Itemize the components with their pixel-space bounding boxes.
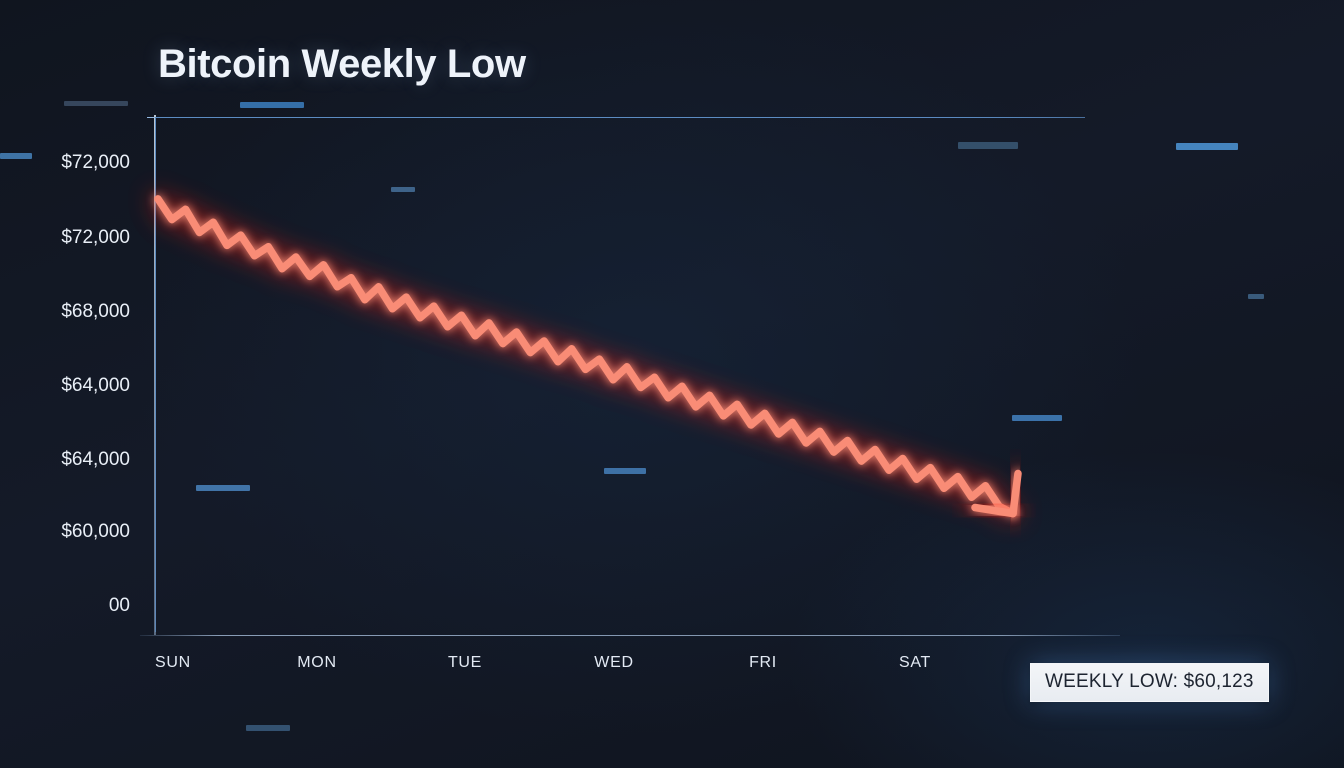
gridline-vertical <box>155 117 156 632</box>
dash-mid-left <box>196 485 250 491</box>
y-axis-label: $68,000 <box>61 301 130 322</box>
dash-left-edge <box>0 153 32 159</box>
plot-area <box>147 117 1085 632</box>
dash-under-title <box>240 102 304 108</box>
y-axis-tick <box>147 117 155 118</box>
x-axis-label: FRI <box>749 654 777 671</box>
x-axis-label: MON <box>297 654 337 671</box>
x-axis-line <box>140 635 1120 636</box>
y-axis-label: $64,000 <box>61 449 130 470</box>
dash-upper-right <box>958 142 1018 149</box>
x-axis-label: SUN <box>155 654 191 671</box>
page-title: Bitcoin Weekly Low <box>158 42 526 86</box>
y-axis-label: $60,000 <box>61 521 130 542</box>
y-axis-label: 00 <box>108 595 130 616</box>
dash-upper-mid <box>391 187 415 192</box>
status-badge[interactable]: WEEKLY LOW: $60,123 <box>1030 663 1269 702</box>
dash-far-right-top <box>1176 143 1238 150</box>
x-axis-label: SAT <box>898 654 932 671</box>
dash-top-left-faint <box>64 101 128 106</box>
y-axis-label: $72,000 <box>61 227 130 248</box>
x-axis-label: WED <box>594 654 634 671</box>
dash-mid-center <box>604 468 646 474</box>
dash-right-mid <box>1012 415 1062 421</box>
gridline-horizontal <box>155 117 1085 118</box>
dash-right-small <box>1248 294 1264 299</box>
y-axis-label: $72,000 <box>61 152 130 173</box>
y-axis-label: $64,000 <box>61 375 130 396</box>
dash-bottom-left <box>246 725 290 731</box>
x-axis-label: TUE <box>447 654 483 671</box>
